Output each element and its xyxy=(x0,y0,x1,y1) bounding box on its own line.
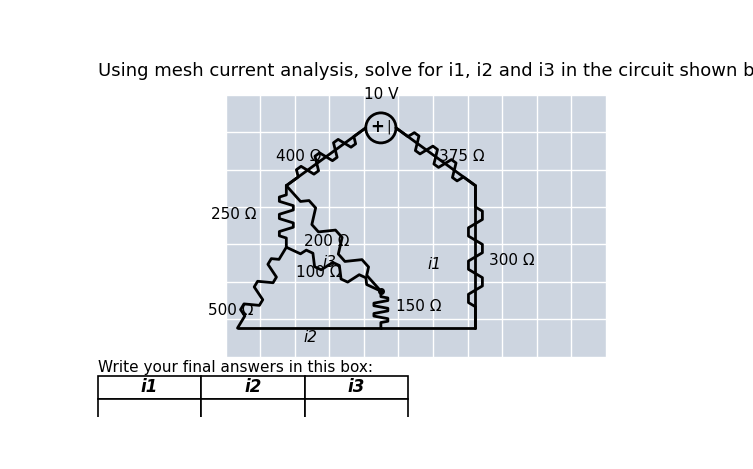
Text: 300 Ω: 300 Ω xyxy=(489,253,535,268)
Text: 500 Ω: 500 Ω xyxy=(208,303,253,318)
Bar xyxy=(98,399,201,422)
Text: i1: i1 xyxy=(141,378,158,396)
Text: Using mesh current analysis, solve for i1, i2 and i3 in the circuit shown below:: Using mesh current analysis, solve for i… xyxy=(98,62,753,81)
Text: i2: i2 xyxy=(303,330,317,345)
Text: 200 Ω: 200 Ω xyxy=(304,234,350,249)
Text: +: + xyxy=(370,118,384,136)
Text: i3: i3 xyxy=(323,255,337,270)
Text: 10 V: 10 V xyxy=(364,88,398,103)
Text: i3: i3 xyxy=(348,378,365,396)
Text: i1: i1 xyxy=(428,257,441,272)
Text: i2: i2 xyxy=(244,378,262,396)
Text: 100 Ω: 100 Ω xyxy=(296,265,342,280)
Text: |: | xyxy=(386,120,391,135)
Bar xyxy=(305,399,408,422)
Text: 150 Ω: 150 Ω xyxy=(396,299,442,314)
Text: 400 Ω: 400 Ω xyxy=(276,149,322,164)
Bar xyxy=(98,376,201,399)
Bar xyxy=(201,399,305,422)
Text: 250 Ω: 250 Ω xyxy=(212,207,257,222)
Bar xyxy=(305,376,408,399)
Bar xyxy=(226,95,605,356)
Text: Write your final answers in this box:: Write your final answers in this box: xyxy=(98,361,373,375)
Bar xyxy=(201,376,305,399)
Text: 375 Ω: 375 Ω xyxy=(439,149,485,164)
